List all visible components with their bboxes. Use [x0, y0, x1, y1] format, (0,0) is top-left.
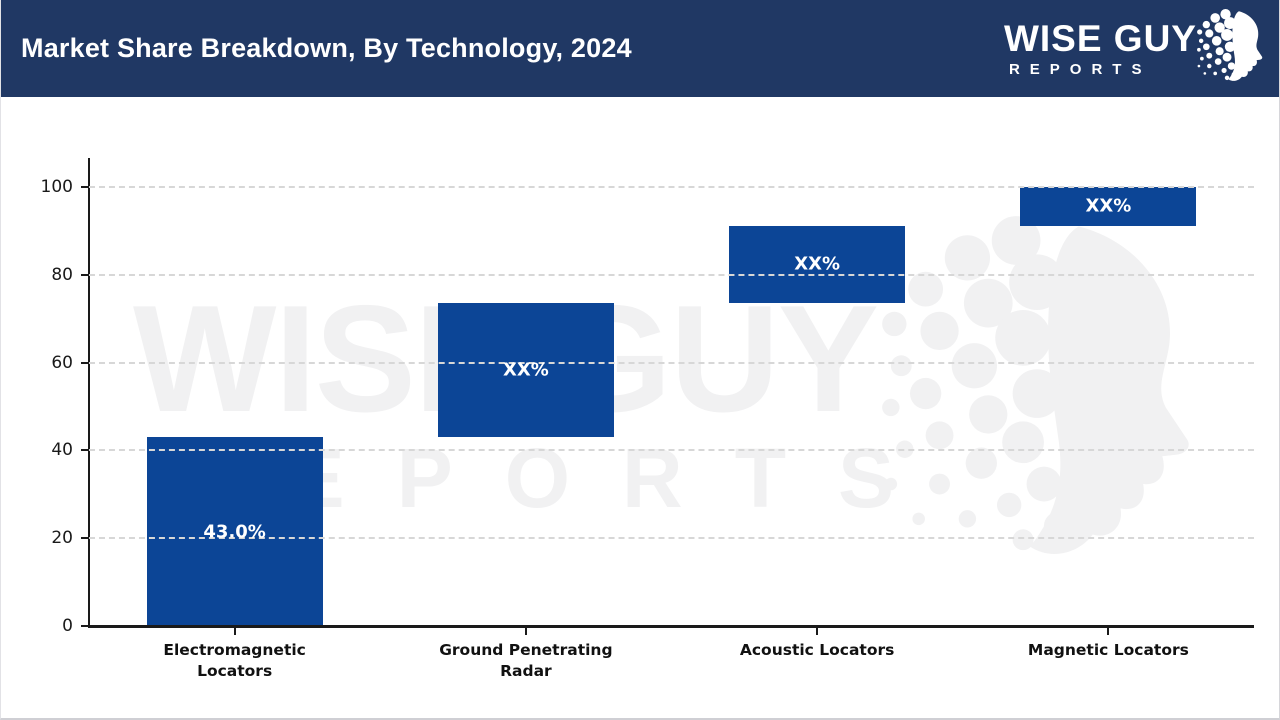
- y-tick-label: 0: [62, 616, 73, 636]
- gridline-20: [89, 537, 1254, 540]
- bar-value-label: XX%: [1085, 195, 1132, 217]
- logo-head-icon: [1193, 8, 1267, 90]
- x-tick-label: Ground Penetrating Radar: [439, 641, 613, 680]
- y-axis-line: [88, 158, 90, 627]
- x-axis-line: [88, 625, 1254, 628]
- page-title: Market Share Breakdown, By Technology, 2…: [21, 33, 632, 63]
- y-tick-label: 40: [51, 440, 73, 461]
- y-tick-mark: [81, 186, 89, 188]
- x-tick-mark: [1107, 627, 1110, 635]
- y-tick-mark: [81, 625, 89, 627]
- y-tick-label: 80: [51, 264, 73, 285]
- bar-2: [437, 303, 614, 438]
- x-tick-mark: [524, 627, 527, 635]
- y-tick-label: 100: [40, 177, 73, 197]
- y-tick-mark: [81, 273, 89, 276]
- x-tick-label: Electromagnetic Locators: [163, 641, 306, 680]
- x-tick-label: Acoustic Locators: [739, 641, 895, 659]
- wiseguy-logo: WISE GUY REPORTS: [1004, 6, 1267, 92]
- header-bar: Market Share Breakdown, By Technology, 2…: [1, 0, 1279, 97]
- x-tick-mark: [816, 627, 819, 635]
- bar-value-label: 43.0%: [203, 521, 266, 543]
- gridline-60: [89, 361, 1254, 364]
- logo-wiseguy-label: WISE GUY: [1003, 18, 1197, 59]
- bar-value-label: XX%: [794, 253, 841, 275]
- x-tick-label: Magnetic Locators: [1027, 641, 1189, 659]
- gridline-100: [89, 186, 1254, 188]
- y-tick-label: 60: [51, 352, 73, 373]
- y-tick-mark: [81, 537, 89, 540]
- y-tick-label: 20: [51, 528, 73, 549]
- gridline-80: [89, 273, 1254, 276]
- y-tick-mark: [81, 449, 89, 452]
- logo-text: WISE GUY REPORTS: [1003, 18, 1197, 79]
- bar-value-label: XX%: [502, 359, 549, 381]
- logo-reports-label: REPORTS: [1008, 61, 1152, 78]
- gridline-40: [89, 449, 1254, 452]
- y-tick-mark: [81, 361, 89, 364]
- bar-3: [729, 225, 906, 304]
- bar-1: [146, 437, 323, 626]
- x-tick-mark: [233, 627, 236, 635]
